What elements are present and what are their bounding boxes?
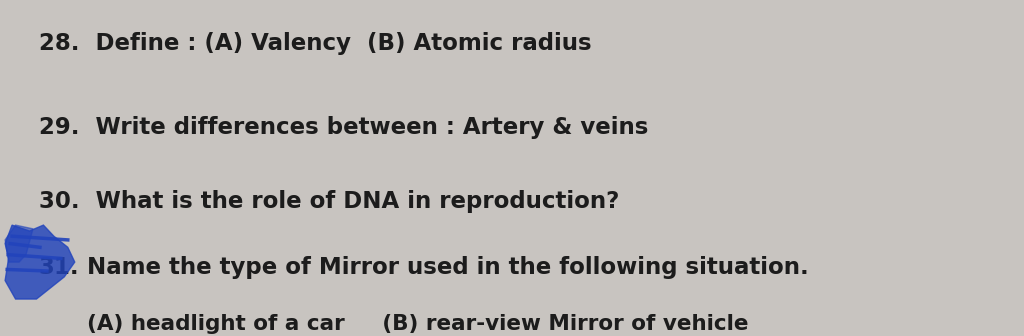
Text: 29.  Write differences between : Artery & veins: 29. Write differences between : Artery &…	[39, 116, 648, 139]
Text: (A) headlight of a car     (B) rear-view Mirror of vehicle: (A) headlight of a car (B) rear-view Mir…	[87, 314, 749, 334]
Text: 30.  What is the role of DNA in reproduction?: 30. What is the role of DNA in reproduct…	[39, 190, 620, 213]
Polygon shape	[5, 225, 75, 299]
Text: 31.: 31.	[39, 256, 80, 279]
Text: 28.  Define : (A) Valency  (B) Atomic radius: 28. Define : (A) Valency (B) Atomic radi…	[39, 32, 592, 55]
Text: Name the type of Mirror used in the following situation.: Name the type of Mirror used in the foll…	[87, 256, 809, 279]
Polygon shape	[5, 225, 33, 262]
